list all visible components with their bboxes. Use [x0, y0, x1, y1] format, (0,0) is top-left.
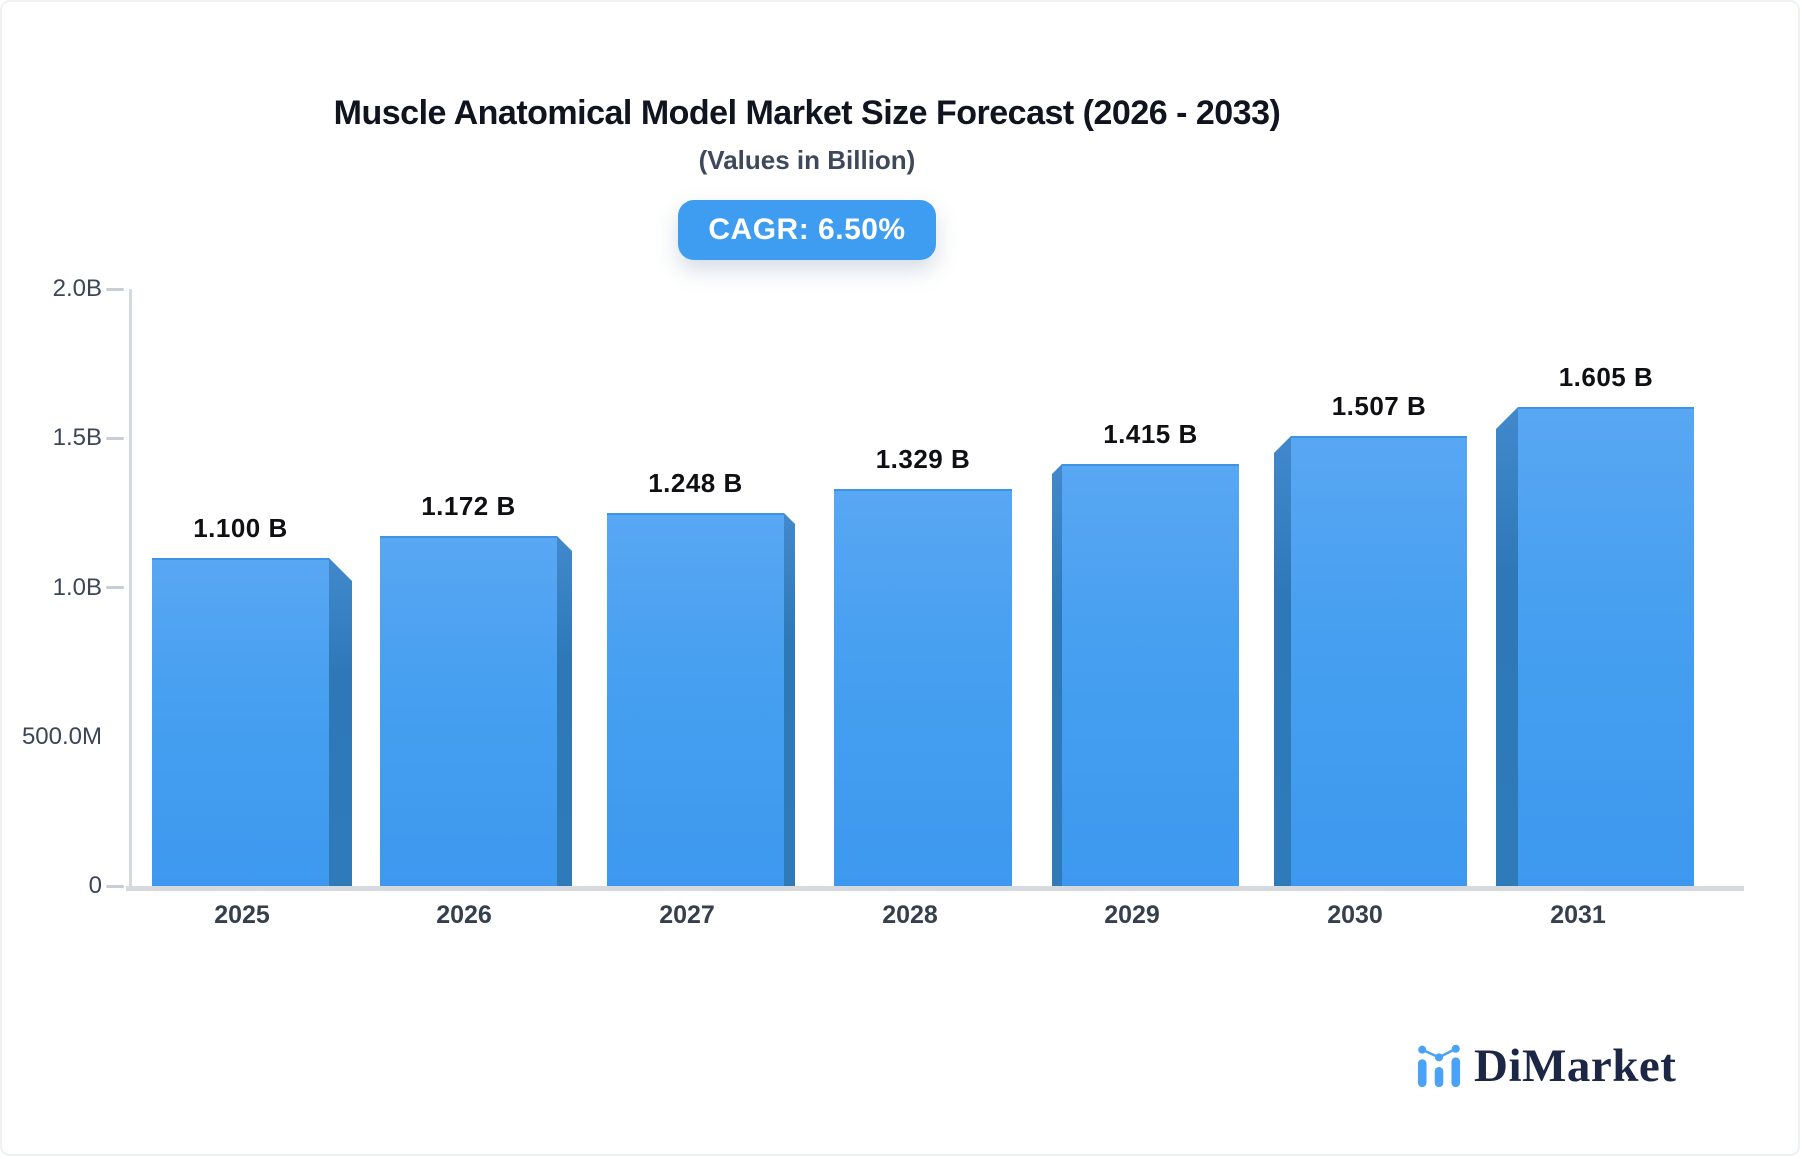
bar-side-2031 — [1496, 407, 1518, 886]
bar-value-label-2030: 1.507 B — [1331, 391, 1427, 421]
bar-2026 — [380, 536, 557, 886]
chart-header: Muscle Anatomical Model Market Size Fore… — [2, 2, 1612, 260]
bar-value-label-2031: 1.605 B — [1558, 362, 1654, 392]
bar-chart-logo-icon — [1417, 1044, 1461, 1088]
x-axis-label-2026: 2026 — [436, 901, 492, 929]
brand-logo: DiMarket — [1416, 1040, 1676, 1092]
x-axis-label-2031: 2031 — [1550, 901, 1606, 929]
bar-side-2025 — [329, 558, 352, 886]
bar-2028 — [834, 489, 1012, 886]
bar-side-2029 — [1052, 464, 1062, 886]
y-axis-label-1.0B: 1.0B — [52, 573, 102, 601]
bar-side-2026 — [557, 536, 572, 886]
x-axis-line — [126, 886, 1744, 891]
page-subtitle: (Values in Billion) — [698, 145, 916, 175]
y-axis-label-0: 0 — [88, 872, 102, 899]
x-axis-label-2025: 2025 — [214, 901, 270, 929]
y-axis-tick — [106, 586, 124, 589]
brand-name: DiMarket — [1474, 1040, 1677, 1092]
bar-2031 — [1518, 407, 1694, 886]
x-axis-label-2029: 2029 — [1104, 901, 1160, 929]
y-axis-label-1.5B: 1.5B — [52, 424, 102, 452]
bar-value-label-2029: 1.415 B — [1103, 419, 1198, 449]
bar-side-2027 — [784, 513, 795, 886]
bar-value-label-2026: 1.172 B — [421, 491, 516, 521]
cagr-badge: CAGR: 6.50% — [678, 200, 936, 260]
bar-side-2030 — [1274, 436, 1291, 886]
bar-value-label-2027: 1.248 B — [648, 468, 743, 498]
bar-value-label-2025: 1.100 B — [193, 513, 288, 543]
y-axis-tick — [106, 287, 124, 291]
bar-2030 — [1291, 436, 1467, 886]
bar-value-label-2028: 1.329 B — [875, 444, 971, 474]
bar-2029 — [1062, 464, 1239, 886]
y-axis-label-500.0M: 500.0M — [21, 722, 102, 750]
y-axis-tick — [106, 436, 124, 440]
x-axis-label-2030: 2030 — [1327, 901, 1383, 929]
x-axis-label-2027: 2027 — [659, 901, 715, 929]
bar-2027 — [607, 513, 784, 886]
y-axis-line — [129, 289, 132, 886]
x-axis-label-2028: 2028 — [882, 901, 938, 929]
page-title: Muscle Anatomical Model Market Size Fore… — [333, 94, 1281, 132]
y-axis-tick — [106, 884, 124, 888]
bar-2025 — [152, 558, 329, 886]
y-axis-label-2.0B: 2.0B — [52, 275, 102, 302]
